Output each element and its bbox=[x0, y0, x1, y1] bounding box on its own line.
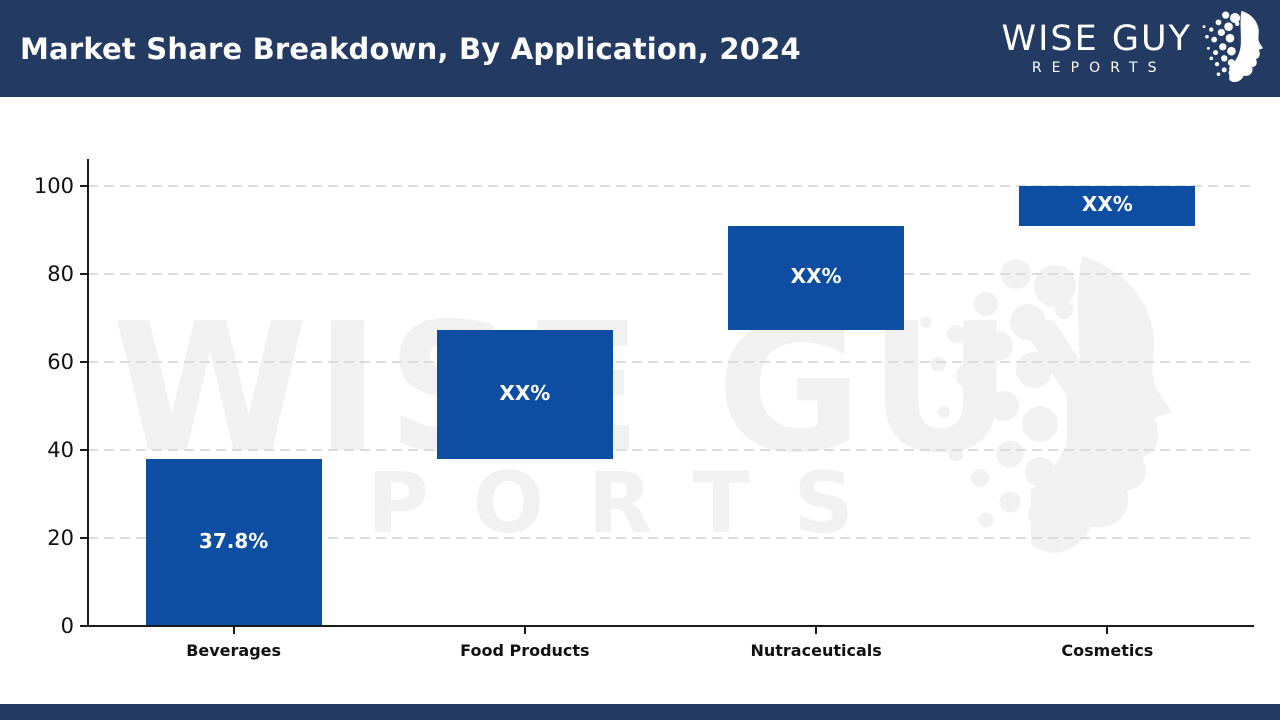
y-tick-label-80: 80 bbox=[47, 261, 74, 286]
x-tick-3 bbox=[815, 627, 818, 634]
bar-beverages bbox=[145, 459, 322, 626]
gridline-60 bbox=[88, 360, 1253, 363]
bar-value-label: XX% bbox=[790, 264, 842, 288]
y-tick-20 bbox=[80, 536, 88, 539]
gridline-100 bbox=[88, 184, 1253, 187]
gridline-20 bbox=[88, 536, 1253, 539]
y-tick-label-60: 60 bbox=[47, 349, 74, 374]
y-tick-label-0: 0 bbox=[60, 614, 74, 638]
bar-cosmetics bbox=[1019, 185, 1196, 227]
y-tick-60 bbox=[80, 360, 88, 363]
gridline-80 bbox=[88, 272, 1253, 275]
waterfall-chart: WISE GUY REPORTS 0 20 40 60 80 100 37.8% XX% XX%… bbox=[0, 97, 1280, 704]
y-tick-40 bbox=[80, 448, 88, 451]
bar-food-products bbox=[436, 329, 613, 460]
x-category-label: Nutraceuticals bbox=[750, 641, 882, 660]
watermark-name-text: WISE GUY bbox=[112, 285, 1154, 492]
wise-guy-reports-logo: WISE GUY REPORTS bbox=[1001, 8, 1266, 90]
x-tick-2 bbox=[523, 627, 526, 634]
y-axis-line bbox=[87, 159, 89, 627]
dotted-head-icon bbox=[1194, 8, 1266, 90]
bar-nutraceuticals bbox=[728, 226, 905, 330]
bar-value-label: 37.8% bbox=[198, 528, 269, 553]
footer-bar bbox=[0, 704, 1280, 720]
x-axis-line bbox=[87, 625, 1254, 627]
logo-reports-text: REPORTS bbox=[1031, 60, 1167, 76]
watermark-dotted-head bbox=[884, 215, 1184, 615]
x-tick-1 bbox=[232, 627, 235, 634]
y-tick-label-20: 20 bbox=[47, 525, 74, 550]
logo-text: WISE GUY REPORTS bbox=[1001, 19, 1192, 76]
bar-value-label: XX% bbox=[499, 380, 551, 405]
page-title: Market Share Breakdown, By Application, … bbox=[20, 31, 801, 66]
x-category-label: Food Products bbox=[460, 641, 590, 660]
header-bar: Market Share Breakdown, By Application, … bbox=[0, 0, 1280, 97]
x-category-label: Cosmetics bbox=[1061, 641, 1154, 660]
logo-name-text: WISE GUY bbox=[1001, 19, 1192, 59]
gridline-40 bbox=[88, 448, 1253, 451]
x-tick-4 bbox=[1106, 627, 1109, 634]
y-tick-80 bbox=[80, 272, 88, 275]
y-tick-label-100: 100 bbox=[33, 173, 74, 198]
x-category-label: Beverages bbox=[186, 641, 282, 660]
bar-value-label: XX% bbox=[1081, 191, 1133, 216]
y-tick-0 bbox=[80, 625, 88, 627]
y-tick-100 bbox=[80, 184, 88, 187]
y-tick-label-40: 40 bbox=[47, 437, 74, 462]
